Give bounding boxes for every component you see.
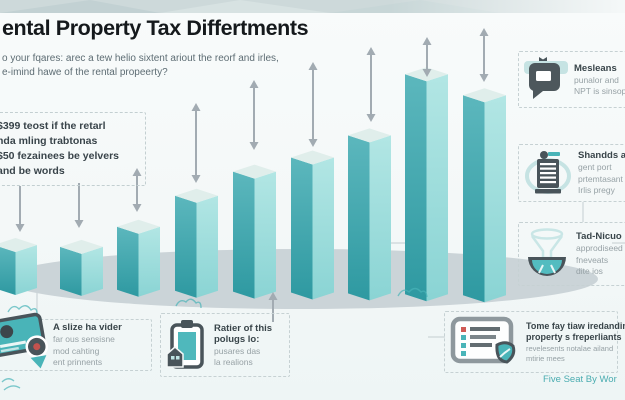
info-card-tadnicuo: Tad-Nicuo approdiseed fneveats dite ios bbox=[518, 222, 625, 286]
info-card-tomefay: Tome fay tiaw iredanding property s frep… bbox=[444, 311, 625, 373]
bar-4 bbox=[175, 188, 218, 298]
page-subtitle: o your fqares: arec a tew helio sixtent … bbox=[2, 52, 279, 80]
trend-arrow bbox=[74, 183, 84, 228]
clipboard-house-icon bbox=[166, 318, 208, 372]
speech-bubble-icon bbox=[524, 56, 568, 104]
trend-arrow bbox=[422, 37, 432, 77]
bar-1 bbox=[0, 238, 37, 295]
left-note-box: $399 teost if the retarl nda mling trabt… bbox=[0, 112, 146, 186]
card-text: punalor and bbox=[574, 74, 619, 85]
card-text: dite ios bbox=[576, 266, 603, 277]
card-text: Irlis pregy bbox=[578, 185, 615, 196]
info-card-mesleans: Mesleans punalor and NPT is sinsopt bbox=[518, 51, 625, 108]
subtitle-line: e-imind hawe of the rental propeerty? bbox=[2, 67, 168, 78]
top-banner bbox=[0, 0, 625, 13]
laptop-magnifier-icon bbox=[0, 300, 62, 387]
card-title: Tad-Nicuo bbox=[576, 231, 622, 243]
card-text: mod cahting bbox=[53, 345, 100, 356]
card-text: revelesents notalae ailand bbox=[526, 343, 614, 353]
subtitle-line: o your fqares: arec a tew helio sixtent … bbox=[2, 53, 279, 64]
card-title: property s freperliants bbox=[526, 331, 622, 342]
bar-5 bbox=[233, 164, 276, 299]
card-title: Ratier of this bbox=[214, 322, 273, 334]
card-title: polugs lo: bbox=[214, 333, 260, 345]
info-card-slize: A slize ha vider far ous sensisne mod ca… bbox=[0, 319, 152, 371]
card-title: A slize ha vider bbox=[53, 322, 122, 334]
card-text: prtemtasant bbox=[578, 173, 623, 184]
card-text: ent prinnents bbox=[53, 357, 103, 368]
note-line: and be words bbox=[0, 165, 65, 177]
card-title: Tome fay tiaw iredanding bbox=[526, 320, 625, 331]
note-line: nda mling trabtonas bbox=[0, 135, 98, 147]
card-text: la realions bbox=[214, 357, 253, 367]
trend-arrow bbox=[191, 103, 201, 183]
trend-arrow bbox=[308, 62, 318, 147]
card-text: fneveats bbox=[576, 254, 609, 265]
bar-9 bbox=[463, 88, 506, 303]
info-card-ratier: Ratier of this polugs lo: pusares das la… bbox=[160, 313, 290, 377]
ledger-safe-icon bbox=[524, 149, 572, 197]
trend-arrows bbox=[15, 28, 489, 322]
trend-arrow bbox=[15, 186, 25, 232]
card-text: gent port bbox=[578, 162, 612, 173]
note-line: $399 teost if the retarl bbox=[0, 120, 106, 132]
card-text: NPT is sinsopt bbox=[574, 86, 625, 96]
card-text: pusares das bbox=[214, 345, 261, 356]
note-line: $50 fezainees be yelvers bbox=[0, 150, 120, 162]
decorative-squiggles bbox=[1, 287, 428, 391]
bar-series bbox=[0, 67, 506, 303]
bar-6 bbox=[291, 150, 334, 300]
card-title: Mesleans bbox=[574, 62, 617, 74]
card-text: approdiseed bbox=[576, 243, 623, 254]
bar-2 bbox=[60, 239, 103, 296]
trend-arrow bbox=[132, 168, 142, 212]
footer-credit: Five Seat By Wor bbox=[543, 374, 617, 385]
trend-arrow bbox=[268, 292, 278, 322]
bar-7 bbox=[348, 128, 391, 301]
trend-arrow bbox=[366, 47, 376, 122]
info-card-shandds: Shandds at gent port prtemtasant Irlis p… bbox=[518, 144, 625, 202]
funnel-bowl-icon bbox=[524, 227, 570, 281]
card-text: mtirie mees bbox=[526, 354, 565, 363]
card-title: Shandds at bbox=[578, 150, 625, 162]
trend-arrow bbox=[249, 80, 259, 150]
bar-8 bbox=[405, 67, 448, 302]
bar-3 bbox=[117, 219, 160, 297]
checklist-shield-icon bbox=[450, 314, 520, 370]
trend-arrow bbox=[479, 28, 489, 82]
page-title: ental Property Tax Differtments bbox=[2, 16, 309, 40]
card-text: far ous sensisne bbox=[53, 334, 115, 345]
